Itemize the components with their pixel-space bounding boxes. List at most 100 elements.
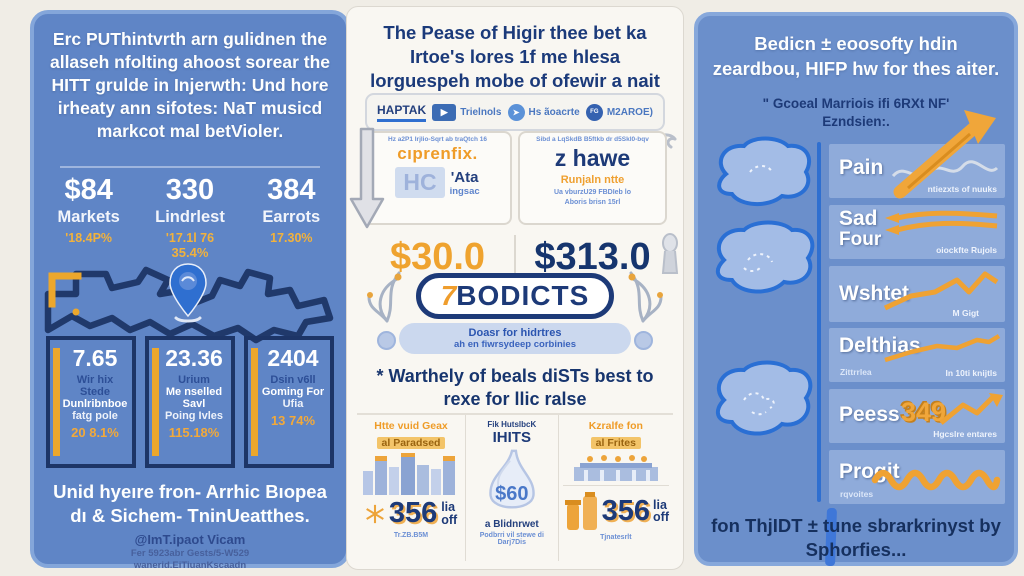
metric-line: Goming For [261, 386, 325, 398]
figurine-icon [661, 233, 679, 274]
squiggle-line-icon [871, 469, 1001, 491]
row-label: Peess [839, 403, 900, 426]
toolbar-item-video[interactable]: ▶ Trielnols [432, 103, 502, 121]
stat-lindrlest: 330 Lindrlest '17.1l 76 35.4% [139, 174, 240, 260]
logo-prefix: 7 [440, 280, 457, 311]
platform-toolbar: HAPTAK ▶ Trielnols ➤ Hs ãoacrte FG M2ARO… [365, 93, 665, 131]
cell-3-top: Kzralfe fon al Frites [562, 420, 669, 487]
ribbon-line-2: ah en fiwrsydeep corbinies [454, 339, 576, 350]
stat-label: Earrots [262, 208, 321, 226]
toolbar-item-haptak[interactable]: HAPTAK [377, 103, 427, 122]
arrow-down-icon [349, 127, 385, 229]
cell-unit-top: lia [653, 497, 667, 512]
watermark-logo: HC [395, 167, 445, 198]
cell-heading: Kzralfe fon [588, 420, 643, 432]
cell-note: Tr.ZB.B5M [393, 532, 429, 540]
row-label-2: Four [839, 229, 882, 250]
trend-line-icon [884, 334, 1001, 363]
row-label: Pain [839, 156, 884, 179]
card-line: ingsac [449, 185, 480, 197]
stat-change: '17.1l 76 [165, 231, 215, 245]
left-fine-print-2: Fer 5923abr Gests/5-W529 [130, 548, 250, 559]
cell-unit-bottom: off [653, 510, 669, 525]
right-title: Bedicn ± eoosofty hdin zeardbou, HIFP hw… [712, 33, 1000, 79]
row-note: M Gigt [952, 308, 979, 318]
right-subtitle-1: " Gcoeal Marriois ifi 6RXt NF' [762, 96, 950, 111]
card-fine-line: Ua vburzU29 FBDIeb lo [553, 189, 631, 196]
row-label: Progit [839, 460, 900, 483]
metric-line: Urium [178, 374, 210, 386]
metric-box-1: 7.65 Wir hix Stede Dunlribnboe fatg pole… [46, 336, 136, 468]
metric-box-2: 23.36 Urium Me nselled Savl Poing Ivles … [145, 336, 235, 468]
cell-note: Podbrri vil stewe di Darj7Dis [479, 532, 544, 546]
bottom-grid: Htte vuid Geax al Paradsed 356 [357, 413, 673, 561]
card-caption: Sibd a LqSkdB B5ftkb dr d5Skl0-bqv [536, 136, 649, 143]
cell-caption: Fik HutslbcK [487, 420, 537, 429]
cell-heading: Htte vuid Geax [374, 420, 448, 432]
cell-heading-highlight: al Frites [590, 437, 641, 450]
stat-change: 17.30% [270, 231, 313, 245]
trend-line-icon [883, 271, 999, 311]
send-icon[interactable]: ➤ [507, 103, 525, 121]
metric-line: Dsin v6ll [270, 374, 316, 386]
left-stats-row: $84 Markets '18.4P% 330 Lindrlest '17.1l… [38, 174, 342, 260]
starburst-icon [365, 504, 384, 523]
stat-earrots: 384 Earrots 17.30% [241, 174, 342, 260]
card-subtitle: Runjaln ntte [560, 174, 625, 186]
right-subtitle-2: Ezndsien:. [822, 114, 890, 129]
cell-unit-bottom: off [441, 512, 458, 527]
metric-line: Poing Ivles [164, 410, 224, 422]
play-icon[interactable]: ▶ [432, 103, 457, 121]
toolbar-item-label: Trielnols [460, 106, 502, 118]
price-right: $313.0 [534, 235, 651, 278]
card-fine-line: Aboris brisn 15rl [564, 198, 621, 206]
metric-box-3: 2404 Dsin v6ll Goming For Ufia 13 74% [244, 336, 334, 468]
ribbon-banner: Doasr for hidrtres ah en fiwrsydeep corb… [377, 323, 653, 354]
row-note: In 10ti knijtls [945, 368, 998, 378]
left-panel-divider [60, 166, 320, 168]
cell-3-bottom: 356 lia off [563, 486, 669, 532]
row-label: Delthias [839, 334, 921, 357]
bottles-icon [564, 492, 597, 531]
card-fine-print: Ua vburzU29 FBDIeb lo Aboris brisn 15rl [524, 188, 661, 208]
metric-line: Ufia [282, 398, 304, 410]
metric-line: fatg pole [72, 410, 118, 422]
stat-label: Lindrlest [155, 208, 225, 226]
card-line: 'Ata [450, 168, 479, 186]
middle-panel: The Pease of Higir thee bet ka Irtoe's l… [346, 6, 684, 570]
building-icon [573, 455, 658, 482]
toolbar-item-badge[interactable]: FG M2AROE) [585, 103, 653, 121]
stat-change-2: 35.4% [171, 245, 209, 260]
circle-badge-icon[interactable]: FG [585, 103, 603, 121]
metric-change: 115.18% [168, 425, 220, 440]
right-panel: Bedicn ± eoosofty hdin zeardbou, HIFP hw… [694, 12, 1018, 567]
list-row-progit: Progit rqvoites [829, 450, 1005, 504]
cell-title: IHITS [492, 429, 531, 446]
grid-cell-3: Kzralfe fon al Frites [559, 415, 673, 561]
brand-name-zhawe: z hawe [554, 145, 631, 171]
metric-change: 20 8.1% [71, 425, 119, 440]
bodicts-logo: 7BODICTS [415, 273, 615, 319]
flourish-icon [628, 271, 663, 323]
logo-wrap: 7BODICTS [347, 273, 683, 319]
price-divider [514, 235, 516, 279]
trend-line-icon [891, 160, 999, 178]
cell-heading-highlight: al Paradsed [376, 437, 446, 450]
stat-change: '18.4P% [65, 231, 113, 245]
toolbar-item-label: M2AROE) [606, 106, 653, 118]
logo-name: BODICTS [456, 280, 590, 311]
metric-line: Wir hix Stede [76, 374, 114, 398]
left-fine-print-3: wanerid.EiTiuanKscaadn [133, 560, 247, 571]
middle-subtitle: * Warthely of beals diSTs best to rexe f… [376, 366, 654, 410]
cloud-shape [715, 220, 815, 294]
location-pin-icon [169, 263, 207, 323]
toolbar-item-send[interactable]: ➤ Hs ãoacrte [507, 103, 580, 121]
list-row-wshtet: Wshtet M Gigt [829, 266, 1005, 322]
stat-value: $84 [64, 174, 113, 206]
cell-value: 356 [388, 497, 438, 530]
cell-note: Tjnatesrlt [600, 534, 632, 542]
cell-subtitle: a Blidnrwet [484, 519, 539, 530]
metric-line: Me nselled Savl [165, 386, 223, 410]
cloud-shape [715, 360, 813, 436]
